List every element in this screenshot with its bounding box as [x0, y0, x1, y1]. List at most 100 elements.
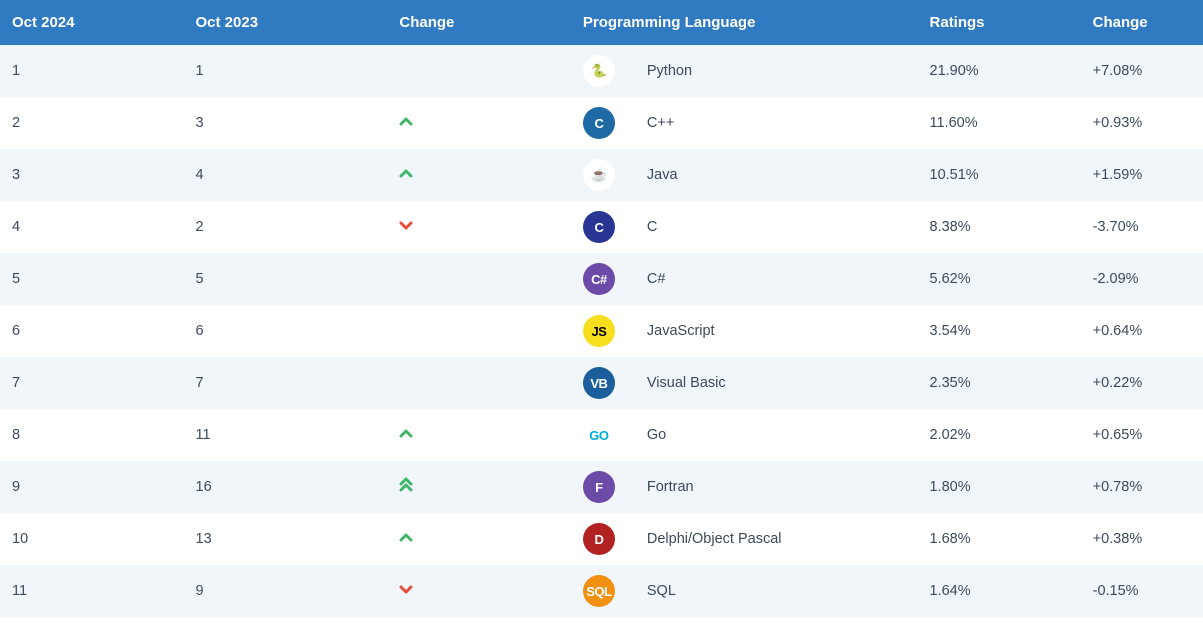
language-name: Fortran [647, 479, 694, 495]
cell-rank-now: 3 [0, 149, 184, 201]
cell-change: +0.22% [1081, 357, 1203, 409]
language-icon-label: VB [590, 376, 607, 391]
cell-rank-prev: 5 [184, 253, 388, 305]
cell-ratings: 8.38% [918, 201, 1081, 253]
language-name: Go [647, 427, 666, 443]
cell-language: CC [571, 201, 918, 253]
cell-rank-now: 10 [0, 513, 184, 565]
cell-rank-prev: 6 [184, 305, 388, 357]
language-icon-label: JS [591, 324, 606, 339]
header-ratings: Ratings [918, 0, 1081, 45]
language-icon-label: 🐍 [591, 63, 607, 79]
cell-rank-now: 1 [0, 45, 184, 97]
cell-change: -0.15% [1081, 565, 1203, 617]
cell-language: C# C# [571, 253, 918, 305]
cell-rank-now: 2 [0, 97, 184, 149]
language-icon: ☕ [583, 159, 615, 191]
cell-change: +0.65% [1081, 409, 1203, 461]
cell-direction [387, 409, 571, 461]
language-name: Delphi/Object Pascal [647, 531, 782, 547]
table-row: 55C#C#5.62%-2.09% [0, 253, 1203, 305]
header-rank-prev: Oct 2023 [184, 0, 388, 45]
language-icon: SQL [583, 575, 615, 607]
chevron-up-icon [399, 169, 413, 179]
language-name: SQL [647, 583, 676, 599]
chevron-double-up-icon [399, 477, 413, 493]
cell-rank-prev: 4 [184, 149, 388, 201]
cell-language: C C++ [571, 97, 918, 149]
table-row: 23 C C++ 11.60%+0.93% [0, 97, 1203, 149]
cell-language: ☕ Java [571, 149, 918, 201]
language-icon-label: ☕ [591, 167, 607, 183]
language-name: Java [647, 167, 678, 183]
language-icon: C [583, 107, 615, 139]
language-name: C++ [647, 115, 674, 131]
cell-change: -3.70% [1081, 201, 1203, 253]
cell-rank-prev: 1 [184, 45, 388, 97]
cell-direction [387, 253, 571, 305]
language-icon: 🐍 [583, 55, 615, 87]
cell-change: +0.38% [1081, 513, 1203, 565]
cell-rank-now: 11 [0, 565, 184, 617]
cell-change: +0.64% [1081, 305, 1203, 357]
chevron-up-icon [399, 429, 413, 439]
cell-rank-prev: 9 [184, 565, 388, 617]
language-icon-label: F [595, 480, 602, 495]
cell-rank-prev: 3 [184, 97, 388, 149]
cell-language: 🐍 Python [571, 45, 918, 97]
cell-change: +0.93% [1081, 97, 1203, 149]
table-row: 1013DDelphi/Object Pascal1.68%+0.38% [0, 513, 1203, 565]
cell-direction [387, 357, 571, 409]
chevron-up-icon [399, 533, 413, 543]
cell-rank-now: 4 [0, 201, 184, 253]
cell-rank-prev: 2 [184, 201, 388, 253]
cell-rank-now: 7 [0, 357, 184, 409]
table-row: 66 JS JavaScript 3.54%+0.64% [0, 305, 1203, 357]
ranking-table: Oct 2024 Oct 2023 Change Programming Lan… [0, 0, 1203, 617]
table-row: 916FFortran1.80%+0.78% [0, 461, 1203, 513]
table-header-row: Oct 2024 Oct 2023 Change Programming Lan… [0, 0, 1203, 45]
language-name: C [647, 219, 657, 235]
cell-rank-prev: 11 [184, 409, 388, 461]
cell-language: VBVisual Basic [571, 357, 918, 409]
cell-rank-now: 6 [0, 305, 184, 357]
cell-ratings: 3.54% [918, 305, 1081, 357]
cell-ratings: 1.68% [918, 513, 1081, 565]
chevron-down-icon [399, 585, 413, 595]
language-icon: F [583, 471, 615, 503]
language-name: JavaScript [647, 323, 715, 339]
cell-direction [387, 461, 571, 513]
language-icon-label: D [594, 532, 603, 547]
cell-rank-now: 5 [0, 253, 184, 305]
language-icon: C [583, 211, 615, 243]
language-icon-label: C [594, 220, 603, 235]
table-row: 811GOGo2.02%+0.65% [0, 409, 1203, 461]
table-row: 42CC8.38%-3.70% [0, 201, 1203, 253]
cell-language: JS JavaScript [571, 305, 918, 357]
cell-direction [387, 565, 571, 617]
cell-rank-now: 9 [0, 461, 184, 513]
chevron-up-icon [399, 117, 413, 127]
table-row: 11🐍Python21.90%+7.08% [0, 45, 1203, 97]
cell-language: F Fortran [571, 461, 918, 513]
cell-change: -2.09% [1081, 253, 1203, 305]
language-icon-label: SQL [586, 584, 611, 599]
cell-rank-prev: 7 [184, 357, 388, 409]
language-name: C# [647, 271, 666, 287]
cell-direction [387, 513, 571, 565]
cell-rank-now: 8 [0, 409, 184, 461]
cell-ratings: 1.64% [918, 565, 1081, 617]
cell-direction [387, 97, 571, 149]
language-icon-label: C# [591, 272, 607, 287]
language-icon: GO [583, 419, 615, 451]
language-icon-label: GO [589, 428, 608, 443]
chevron-down-icon [399, 221, 413, 231]
language-icon: JS [583, 315, 615, 347]
cell-ratings: 11.60% [918, 97, 1081, 149]
language-name: Python [647, 63, 692, 79]
cell-ratings: 1.80% [918, 461, 1081, 513]
language-icon: VB [583, 367, 615, 399]
cell-language: SQL SQL [571, 565, 918, 617]
cell-direction [387, 45, 571, 97]
cell-language: GO Go [571, 409, 918, 461]
